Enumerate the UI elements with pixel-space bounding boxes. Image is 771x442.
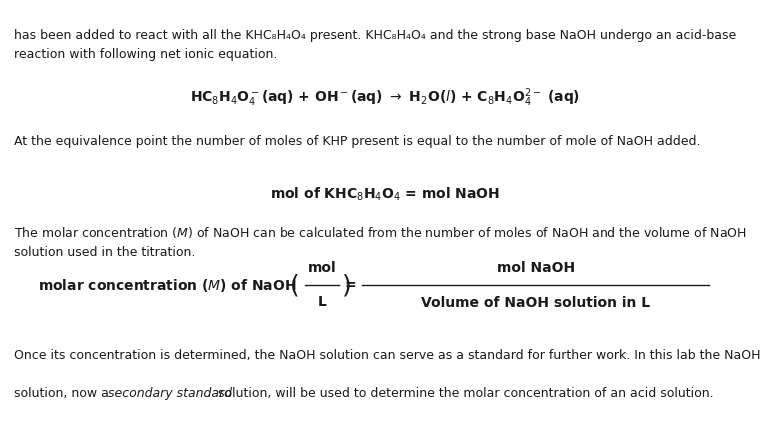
Text: molar concentration ($M$) of NaOH: molar concentration ($M$) of NaOH bbox=[39, 277, 297, 293]
Text: mol NaOH: mol NaOH bbox=[497, 261, 575, 275]
Text: At the equivalence point the number of moles of KHP present is equal to the numb: At the equivalence point the number of m… bbox=[14, 135, 700, 148]
Text: HC$_8$H$_4$O$_4^-$(aq) + OH$^-$(aq) $\rightarrow$ H$_2$O($\it{l}$) + C$_8$H$_4$O: HC$_8$H$_4$O$_4^-$(aq) + OH$^-$(aq) $\ri… bbox=[190, 86, 581, 109]
Text: =: = bbox=[345, 278, 357, 292]
Text: Volume of NaOH solution in L: Volume of NaOH solution in L bbox=[421, 296, 651, 310]
Text: (: ( bbox=[289, 273, 299, 297]
Text: mol: mol bbox=[308, 261, 337, 275]
Text: mol of KHC$_8$H$_4$O$_4$ = mol NaOH: mol of KHC$_8$H$_4$O$_4$ = mol NaOH bbox=[271, 186, 500, 203]
Text: solution, will be used to determine the molar concentration of an acid solution.: solution, will be used to determine the … bbox=[214, 387, 713, 400]
Text: ): ) bbox=[342, 273, 352, 297]
Text: secondary standard: secondary standard bbox=[108, 387, 232, 400]
Text: Once its concentration is determined, the NaOH solution can serve as a standard : Once its concentration is determined, th… bbox=[14, 349, 760, 362]
Text: L: L bbox=[318, 295, 327, 309]
Text: has been added to react with all the KHC₈H₄O₄ present. KHC₈H₄O₄ and the strong b: has been added to react with all the KHC… bbox=[14, 29, 736, 61]
Text: The molar concentration ($M$) of NaOH can be calculated from the number of moles: The molar concentration ($M$) of NaOH ca… bbox=[14, 225, 746, 259]
Text: solution, now a: solution, now a bbox=[14, 387, 113, 400]
